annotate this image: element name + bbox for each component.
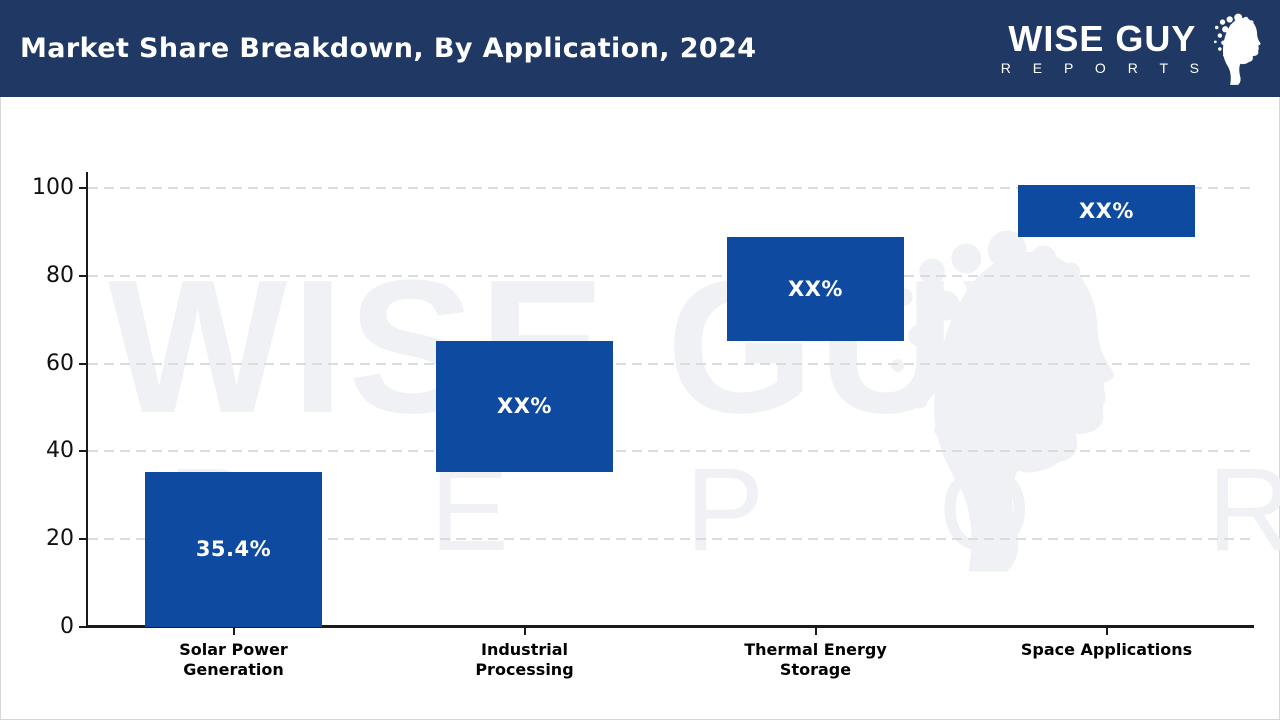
y-tick-label: 0 [60,614,74,639]
y-tick-mark [79,362,87,365]
brand-subtitle: R E P O R T S [1000,60,1208,76]
x-tick-label: Thermal Energy Storage [744,640,887,679]
x-tick-mark [814,628,817,635]
y-tick-mark [79,626,87,628]
bar-value-label: XX% [1079,199,1134,224]
y-tick-label: 80 [46,262,74,288]
y-tick-mark [79,274,87,277]
y-tick-mark [79,538,87,541]
gridline [88,450,1252,453]
y-tick-label: 40 [46,438,74,464]
y-tick-label: 60 [46,350,74,376]
bar: XX% [1018,184,1195,238]
y-tick-label: 20 [46,526,74,552]
header: Market Share Breakdown, By Application, … [0,0,1280,97]
gridline [88,538,1252,541]
bar-value-label: XX% [497,394,552,419]
bar: 35.4% [145,471,322,627]
x-tick-mark [523,628,526,635]
x-tick-mark [1105,628,1108,635]
bar-value-label: XX% [788,277,843,302]
bar: XX% [436,341,613,472]
x-tick-mark [232,628,235,635]
x-tick-label: Industrial Processing [475,640,574,679]
gridline [88,187,1252,189]
x-axis-line [86,625,1254,628]
wiseguy-head-icon [1210,12,1266,86]
brand-name: WISE GUY [1008,18,1197,59]
gridline [88,274,1252,277]
x-tick-label: Solar Power Generation [179,640,288,679]
watermark-line2: R E P O R T S [168,444,1280,576]
y-tick-label: 100 [32,175,74,200]
brand-text: WISE GUY R E P O R T S [997,18,1208,77]
x-tick-label: Space Applications [1020,640,1193,659]
y-tick-mark [79,450,87,453]
watermark: WISE GUY R E P O R T S [108,252,1280,576]
bar-value-label: 35.4% [195,537,272,562]
brand-logo: WISE GUY R E P O R T S [997,12,1266,86]
bar: XX% [727,237,904,342]
gridline [88,362,1252,365]
y-axis-line [86,172,88,627]
y-tick-mark [79,187,87,189]
page-title: Market Share Breakdown, By Application, … [20,33,757,64]
